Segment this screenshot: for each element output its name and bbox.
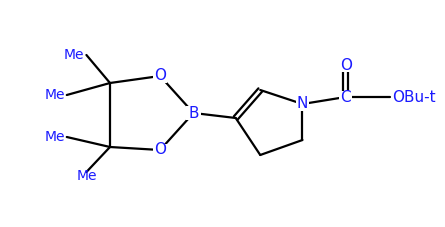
Text: C: C xyxy=(340,89,351,104)
FancyBboxPatch shape xyxy=(296,98,309,111)
Text: N: N xyxy=(297,96,308,111)
Text: O: O xyxy=(154,69,166,84)
FancyBboxPatch shape xyxy=(186,106,201,120)
Text: Me: Me xyxy=(44,88,65,102)
Text: Me: Me xyxy=(44,130,65,144)
Text: Me: Me xyxy=(64,48,85,62)
FancyBboxPatch shape xyxy=(153,69,167,82)
Text: OBu-t: OBu-t xyxy=(392,89,436,104)
FancyBboxPatch shape xyxy=(339,59,352,72)
FancyBboxPatch shape xyxy=(153,143,167,156)
FancyBboxPatch shape xyxy=(339,91,352,104)
Text: B: B xyxy=(188,106,199,121)
Text: O: O xyxy=(154,143,166,158)
Text: Me: Me xyxy=(76,169,97,183)
Text: O: O xyxy=(340,57,352,72)
